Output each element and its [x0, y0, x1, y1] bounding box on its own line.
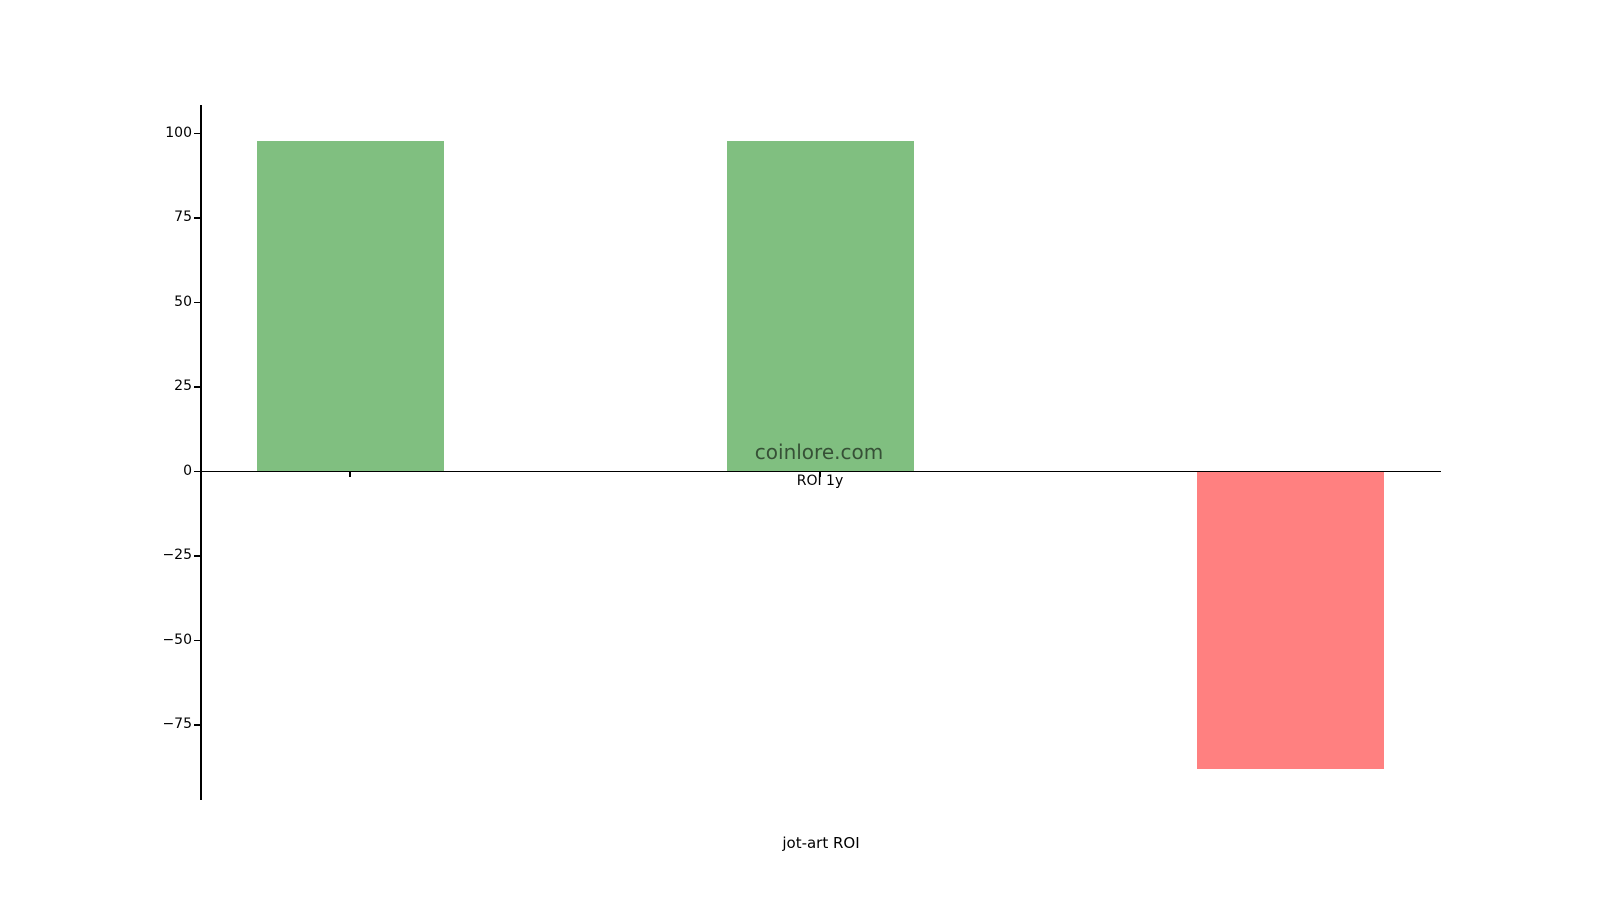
- watermark-text: coinlore.com: [754, 440, 884, 464]
- bar-roi-1y: [726, 140, 914, 472]
- y-tick-mark: [194, 386, 201, 388]
- y-tick-mark: [194, 132, 201, 135]
- y-tick-label: 0: [183, 462, 192, 479]
- bar-category-2: [1196, 471, 1384, 769]
- y-tick-label: −50: [162, 631, 192, 648]
- y-tick-mark: [194, 639, 201, 642]
- y-tick-label: 75: [174, 209, 192, 225]
- y-tick-mark: [194, 724, 201, 726]
- y-tick-label: 25: [174, 378, 192, 394]
- y-axis-spine: [200, 105, 202, 800]
- y-tick-label: −25: [162, 547, 192, 563]
- bar-category-0: [256, 140, 444, 472]
- y-tick-mark: [194, 301, 201, 304]
- x-tick-label: ROI 1y: [796, 473, 844, 489]
- y-tick-mark: [194, 470, 201, 473]
- x-axis-zero-line: [200, 471, 1441, 473]
- x-tick-mark: [819, 472, 821, 477]
- chart-footer-label: jot-art ROI: [782, 834, 860, 852]
- y-tick-label: −75: [162, 716, 192, 732]
- y-tick-mark: [194, 217, 201, 219]
- y-tick-label: 100: [165, 124, 192, 141]
- y-tick-mark: [194, 555, 201, 557]
- y-tick-label: 50: [174, 293, 192, 310]
- x-tick-mark: [349, 472, 351, 477]
